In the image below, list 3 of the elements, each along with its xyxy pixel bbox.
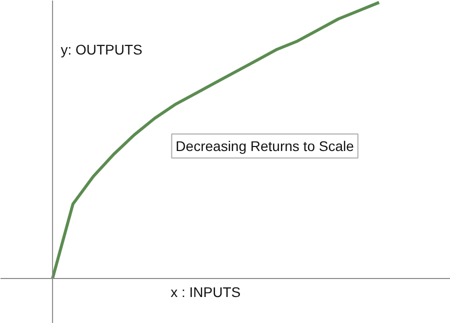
x-axis-title: x : INPUTS bbox=[170, 284, 241, 300]
annotation: Decreasing Returns to Scale bbox=[176, 138, 354, 154]
y-axis-title: y: OUTPUTS bbox=[60, 41, 142, 58]
